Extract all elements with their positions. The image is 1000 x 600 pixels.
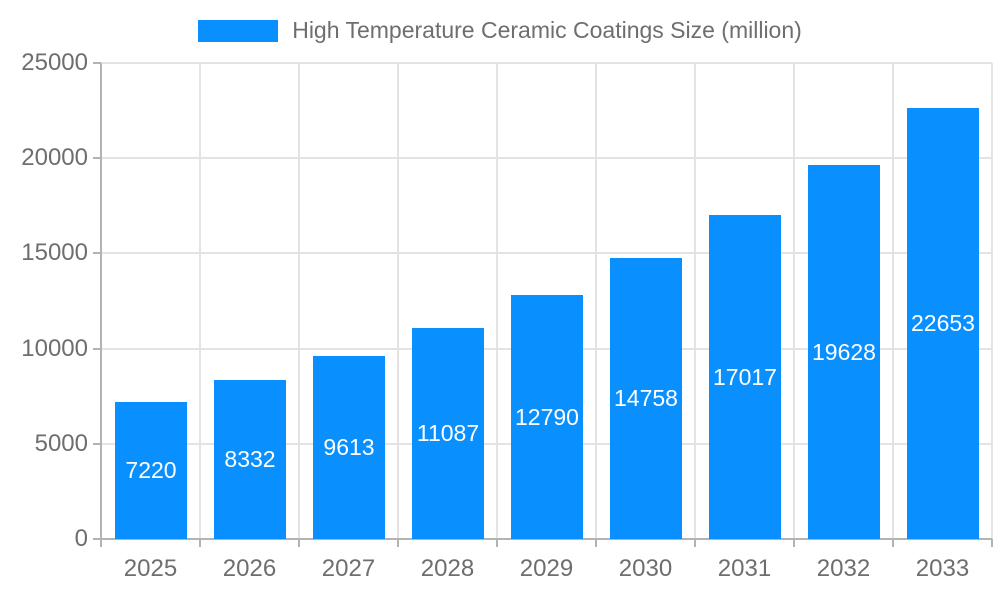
- bar-value-label: 7220: [125, 457, 177, 483]
- x-tick-label: 2032: [816, 555, 871, 582]
- bar-value-label: 8332: [224, 446, 276, 472]
- y-tick-label: 10000: [21, 335, 88, 362]
- v-gridline: [892, 63, 894, 539]
- y-tick-label: 20000: [21, 144, 88, 171]
- bar-2028: 11087: [412, 328, 484, 539]
- y-axis-tick: [93, 252, 101, 254]
- v-gridline: [694, 63, 696, 539]
- v-gridline: [397, 63, 399, 539]
- y-axis-tick: [93, 62, 101, 64]
- bar-value-label: 9613: [323, 434, 375, 460]
- y-axis-line: [100, 63, 102, 547]
- h-gridline: [101, 62, 992, 64]
- x-axis-tick: [199, 539, 201, 547]
- x-axis-tick: [793, 539, 795, 547]
- y-axis-tick: [93, 157, 101, 159]
- h-gridline: [101, 252, 992, 254]
- bar-value-label: 19628: [812, 338, 876, 365]
- x-tick-label: 2031: [717, 555, 772, 582]
- bar-2027: 9613: [313, 356, 385, 539]
- x-tick-label: 2025: [123, 555, 178, 582]
- x-tick-label: 2028: [420, 555, 475, 582]
- x-tick-label: 2030: [618, 555, 673, 582]
- bar-2031: 17017: [709, 215, 781, 539]
- x-axis-tick: [496, 539, 498, 547]
- v-gridline: [595, 63, 597, 539]
- h-gridline: [101, 157, 992, 159]
- bar-2029: 12790: [511, 295, 583, 539]
- x-tick-label: 2029: [519, 555, 574, 582]
- bar-value-label: 22653: [911, 310, 975, 336]
- bar-value-label: 17017: [713, 363, 777, 390]
- x-axis-tick: [694, 539, 696, 547]
- x-tick-label: 2027: [321, 555, 376, 582]
- bar-value-label: 12790: [515, 403, 579, 430]
- bar-2025: 7220: [115, 402, 187, 539]
- y-tick-label: 15000: [21, 239, 88, 266]
- bar-value-label: 14758: [614, 385, 678, 411]
- v-gridline: [793, 63, 795, 539]
- v-gridline: [199, 63, 201, 539]
- bar-2032: 19628: [808, 165, 880, 539]
- y-axis-tick: [93, 443, 101, 445]
- x-tick-label: 2026: [222, 555, 277, 582]
- x-axis-tick: [595, 539, 597, 547]
- bar-2033: 22653: [907, 108, 979, 539]
- x-axis-tick: [397, 539, 399, 547]
- v-gridline: [991, 63, 993, 539]
- y-axis-tick: [93, 348, 101, 350]
- bar-2030: 14758: [610, 258, 682, 539]
- x-tick-label: 2033: [915, 555, 970, 582]
- v-gridline: [496, 63, 498, 539]
- bar-value-label: 11087: [416, 420, 480, 446]
- x-axis-line: [93, 538, 992, 540]
- y-tick-label: 5000: [34, 430, 88, 457]
- legend-label: High Temperature Ceramic Coatings Size (…: [292, 17, 802, 43]
- legend-swatch: [198, 19, 279, 42]
- bar-2026: 8332: [214, 380, 286, 539]
- x-axis-tick: [298, 539, 300, 547]
- v-gridline: [298, 63, 300, 539]
- y-tick-label: 25000: [21, 49, 88, 76]
- legend-item[interactable]: High Temperature Ceramic Coatings Size (…: [0, 17, 1000, 44]
- x-axis-tick: [892, 539, 894, 547]
- y-tick-label: 0: [74, 525, 88, 552]
- x-axis-tick: [991, 539, 993, 547]
